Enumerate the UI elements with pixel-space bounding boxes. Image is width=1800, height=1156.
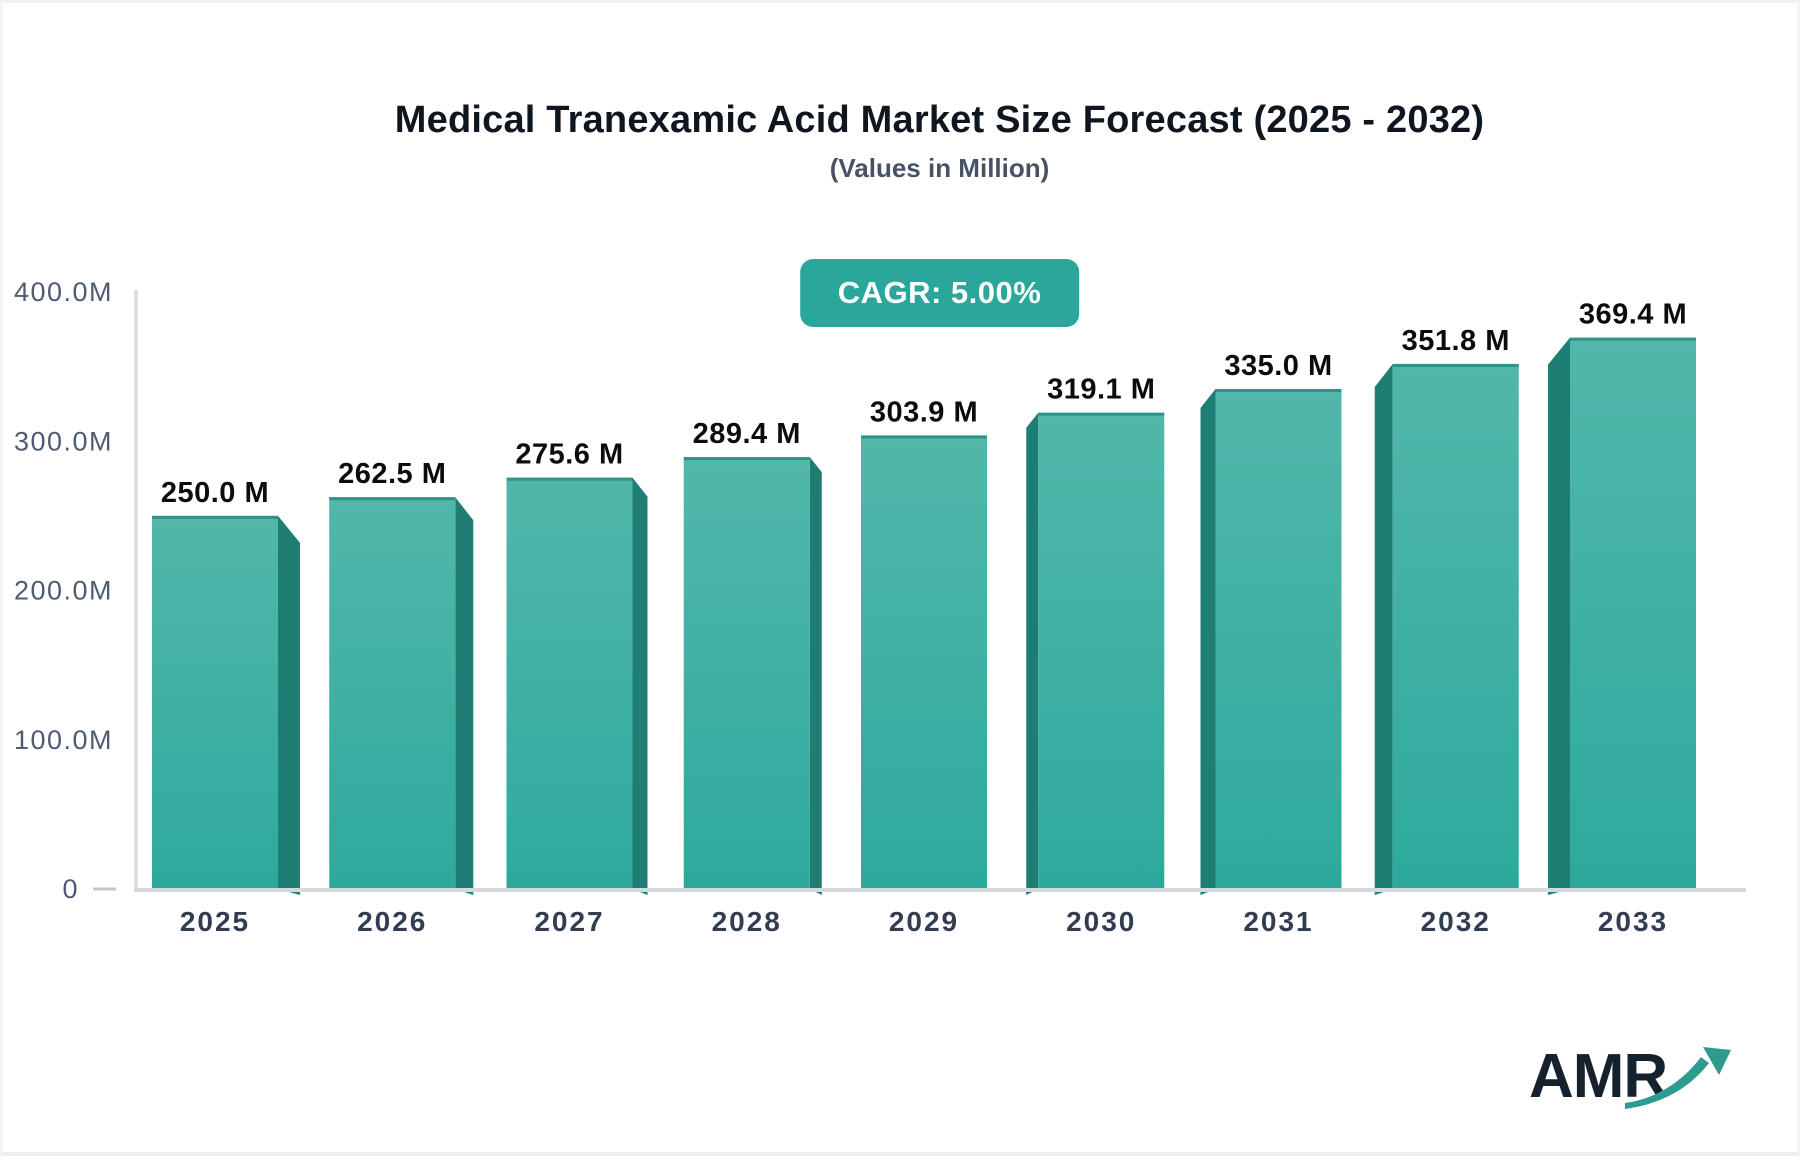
bar-front-face: [329, 497, 456, 889]
x-axis-label: 2027: [534, 906, 604, 937]
bar-2027: [506, 477, 648, 895]
bar-value-label: 351.8 M: [1402, 325, 1510, 357]
x-axis-label: 2025: [180, 906, 250, 937]
bar-2025: [152, 515, 300, 895]
y-axis-label: 0: [62, 874, 79, 904]
bar-front-face: [1570, 337, 1696, 889]
bar-2028: [683, 457, 822, 895]
bar-front-face: [1392, 363, 1519, 890]
bar-front-face: [152, 515, 278, 889]
bar-value-label: 303.9 M: [870, 396, 978, 428]
bar-side-face: [455, 497, 474, 895]
bar-front-face: [861, 435, 987, 889]
bar-2031: [1200, 389, 1342, 895]
bar-value-label: 250.0 M: [161, 477, 269, 509]
x-axis-label: 2030: [1066, 906, 1136, 937]
bar-side-face: [278, 515, 300, 895]
bar-top-edge: [683, 457, 810, 461]
amr-logo: AMR: [1529, 1041, 1769, 1136]
bar-value-label: 319.1 M: [1047, 374, 1155, 406]
bar-value-label: 289.4 M: [693, 418, 801, 450]
bar-2032: [1374, 363, 1519, 896]
bar-side-face: [1548, 337, 1570, 895]
y-axis-label: 400.0M: [14, 277, 113, 307]
bar-value-label: 369.4 M: [1579, 299, 1687, 331]
bar-front-face: [1038, 412, 1165, 889]
bar-front-face: [506, 477, 633, 889]
chart-title: Medical Tranexamic Acid Market Size Fore…: [394, 99, 1485, 141]
market-size-bar-chart: 400.0M 300.0M 200.0M 100.0M 0 250.0 M 262.5 M 2…: [14, 277, 1746, 937]
chart-subtitle: (Values in Million): [829, 153, 1050, 183]
bar-2033: [1548, 337, 1696, 895]
x-axis-label: 2028: [712, 906, 782, 937]
x-axis-label: 2029: [889, 906, 959, 937]
bar-front-face: [683, 457, 810, 889]
bar-top-edge: [1038, 412, 1165, 416]
y-axis-label: 200.0M: [14, 576, 113, 606]
bar-top-edge: [1570, 337, 1696, 341]
bar-top-edge: [1392, 363, 1519, 367]
bar-side-face: [1026, 412, 1039, 895]
bar-value-label: 335.0 M: [1224, 350, 1332, 382]
y-axis-label: 300.0M: [14, 426, 113, 456]
bar-2029: [861, 435, 987, 889]
bar-side-face: [1200, 389, 1216, 895]
x-axis-label: 2031: [1243, 906, 1313, 937]
bar-2026: [329, 497, 474, 895]
y-axis-label: 100.0M: [14, 725, 113, 755]
bar-side-face: [809, 457, 822, 895]
bar-side-face: [1374, 363, 1393, 896]
cagr-badge: CAGR: 5.00%: [799, 259, 1080, 327]
bar-front-face: [1215, 389, 1342, 889]
bar-top-edge: [152, 515, 278, 519]
bar-side-face: [632, 477, 648, 895]
bar-top-edge: [1215, 389, 1342, 393]
x-axis-label: 2033: [1598, 906, 1668, 937]
x-axis-label: 2032: [1421, 906, 1491, 937]
bar-value-label: 262.5 M: [338, 458, 446, 490]
x-axis-label: 2026: [357, 906, 427, 937]
bar-value-label: 275.6 M: [515, 439, 623, 471]
bar-top-edge: [861, 435, 987, 439]
growth-arrow-icon: [1625, 1047, 1731, 1109]
bar-top-edge: [506, 477, 633, 481]
bar-2030: [1026, 412, 1165, 895]
bar-top-edge: [329, 497, 456, 501]
